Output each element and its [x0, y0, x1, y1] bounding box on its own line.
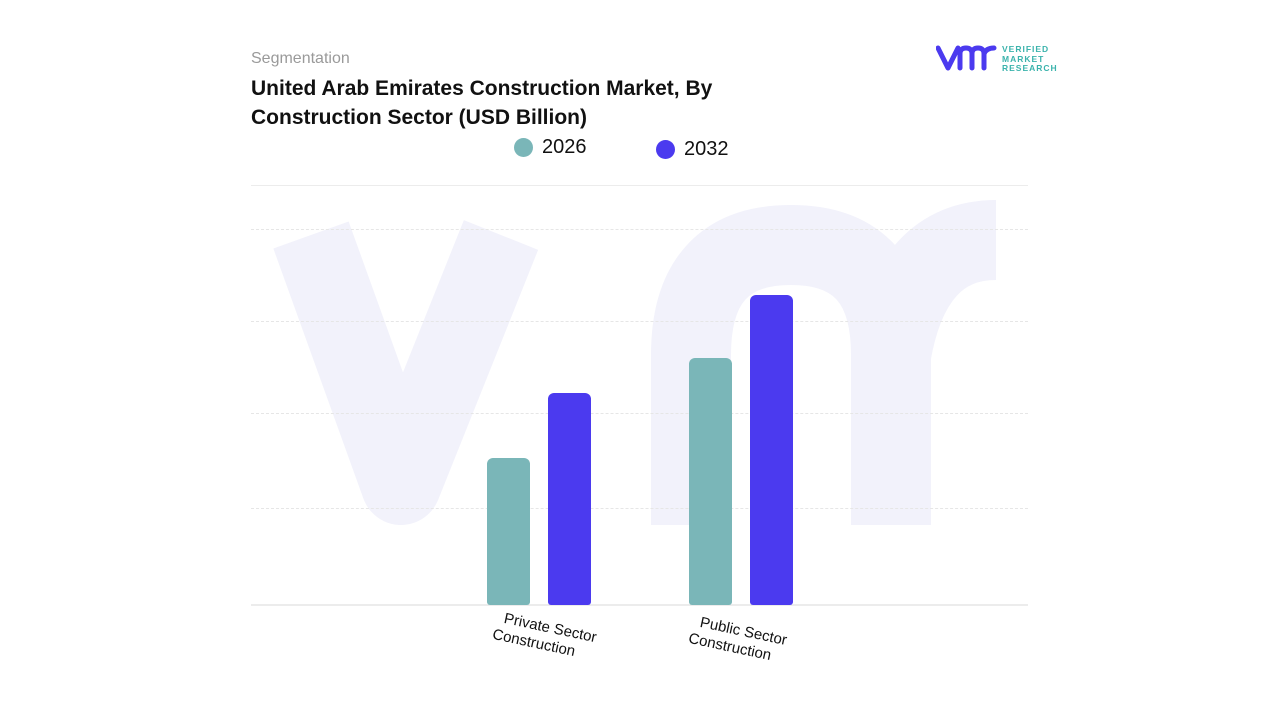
- chart-title: United Arab Emirates Construction Market…: [251, 77, 713, 129]
- bar-private-2026[interactable]: [487, 458, 530, 605]
- chart-area: [251, 185, 1028, 606]
- gridline: [251, 413, 1028, 414]
- legend-item-2032: 2032: [656, 138, 729, 161]
- bar-public-2032[interactable]: [750, 295, 793, 605]
- gridline: [251, 321, 1028, 322]
- logo-line-3: RESEARCH: [1002, 63, 1058, 73]
- bar-private-2032[interactable]: [548, 393, 591, 605]
- watermark-logo-icon: [273, 200, 998, 525]
- legend-label-2026: 2026: [542, 136, 587, 158]
- legend-item-2026: 2026: [514, 136, 587, 159]
- gridline-top: [251, 185, 1028, 186]
- legend-dot-2026-icon: [514, 138, 533, 157]
- x-axis-baseline: [251, 604, 1028, 606]
- logo-line-2: MARKET: [1002, 53, 1045, 64]
- legend-dot-2032-icon: [656, 140, 675, 159]
- logo-line-1: VERIFIED: [1002, 44, 1050, 54]
- legend-label-2032: 2032: [684, 138, 729, 160]
- subtitle: Segmentation: [251, 50, 350, 67]
- vmr-logo-icon: [935, 45, 997, 71]
- gridline: [251, 508, 1028, 509]
- brand-logo: VERIFIED MARKET RESEARCH: [935, 44, 1066, 76]
- x-label-public-sector: Public Sector Construction: [686, 614, 789, 665]
- gridline: [251, 229, 1028, 230]
- x-label-private-sector: Private Sector Construction: [490, 610, 599, 661]
- bar-public-2026[interactable]: [689, 358, 732, 605]
